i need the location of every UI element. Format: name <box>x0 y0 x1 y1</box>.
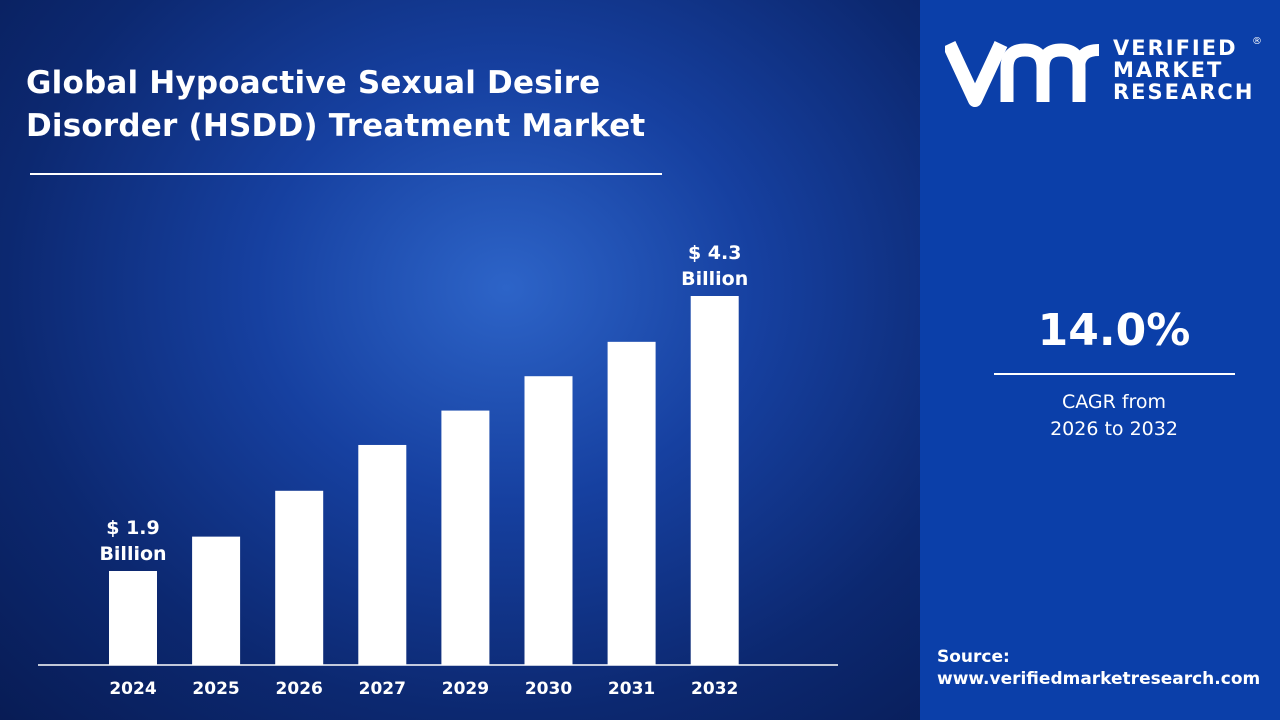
data-label: $ 4.3 <box>688 242 742 264</box>
x-tick-label: 2027 <box>359 679 406 699</box>
cagr-label-line-1: CAGR from <box>1061 391 1167 413</box>
bar-chart: 2024 $ 1.9 Billion 2025 2026 2027 2029 2030 2031… <box>38 242 838 699</box>
x-tick-label: 2029 <box>442 679 489 699</box>
title-line-2: Disorder (HSDD) Treatment Market <box>26 108 646 144</box>
cagr-label: CAGR from 2026 to 2032 <box>994 389 1234 443</box>
bar-2029 <box>441 410 490 665</box>
chart-title: Global Hypoactive Sexual Desire Disorder… <box>26 62 645 148</box>
data-label: $ 1.9 <box>106 517 160 539</box>
x-tick-label: 2030 <box>525 679 572 699</box>
cagr-divider <box>994 373 1235 375</box>
data-label: Billion <box>681 268 748 290</box>
logo-line-2: MARKET <box>1113 58 1224 82</box>
bar-2026 <box>275 490 324 665</box>
logo-line-1: VERIFIED <box>1113 36 1238 60</box>
cagr-label-line-2: 2026 to 2032 <box>1050 418 1178 440</box>
x-tick-label: 2026 <box>276 679 323 699</box>
title-divider <box>30 173 662 175</box>
bar-2031 <box>607 341 656 665</box>
bar-2025 <box>192 536 241 665</box>
source-url[interactable]: www.verifiedmarketresearch.com <box>937 669 1261 689</box>
logo-line-3: RESEARCH <box>1113 80 1255 104</box>
title-line-1: Global Hypoactive Sexual Desire <box>26 65 601 101</box>
source: Source: www.verifiedmarketresearch.com <box>937 646 1260 690</box>
source-label: Source: <box>937 647 1010 667</box>
bar-2027 <box>358 444 407 665</box>
cagr-value: 14.0% <box>1037 305 1191 356</box>
bar-2032 <box>690 296 739 665</box>
bar-2030 <box>524 376 573 665</box>
registered-mark: ® <box>1252 36 1262 47</box>
data-label: Billion <box>99 543 166 565</box>
x-tick-label: 2032 <box>691 679 738 699</box>
logo-text: VERIFIED MARKET RESEARCH <box>1113 37 1254 103</box>
vmr-logo-icon <box>945 41 1100 107</box>
x-tick-label: 2031 <box>608 679 655 699</box>
x-tick-label: 2025 <box>192 679 239 699</box>
bar-2024 <box>109 571 157 665</box>
x-tick-label: 2024 <box>109 679 156 699</box>
side-panel <box>920 0 1280 720</box>
